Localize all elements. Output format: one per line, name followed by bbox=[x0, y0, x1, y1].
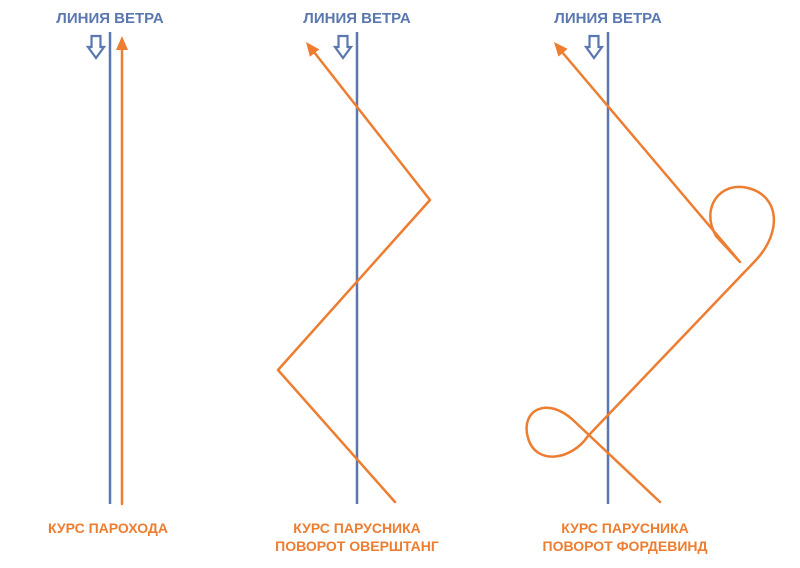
course-label-steamship: КУРС ПАРОХОДА bbox=[48, 520, 168, 538]
course-label-line1: КУРС ПАРУСНИКА bbox=[561, 520, 689, 536]
course-label-line2: ПОВОРОТ ФОРДЕВИНД bbox=[543, 538, 708, 554]
diagram-canvas: ЛИНИЯ ВЕТРА КУРС ПАРОХОДА ЛИНИЯ ВЕТРА КУ… bbox=[0, 0, 800, 568]
course-label-jibing: КУРС ПАРУСНИКА ПОВОРОТ ФОРДЕВИНД bbox=[543, 520, 708, 555]
wind-line-label: ЛИНИЯ ВЕТРА bbox=[303, 10, 410, 27]
course-label-line1: КУРС ПАРУСНИКА bbox=[293, 520, 421, 536]
course-label-line2: ПОВОРОТ ОВЕРШТАНГ bbox=[275, 538, 439, 554]
diagram-svg bbox=[0, 0, 800, 568]
course-label-tacking: КУРС ПАРУСНИКА ПОВОРОТ ОВЕРШТАНГ bbox=[275, 520, 439, 555]
course-label-line1: КУРС ПАРОХОДА bbox=[48, 520, 168, 536]
wind-line-label: ЛИНИЯ ВЕТРА bbox=[56, 10, 163, 27]
wind-line-label: ЛИНИЯ ВЕТРА bbox=[554, 10, 661, 27]
